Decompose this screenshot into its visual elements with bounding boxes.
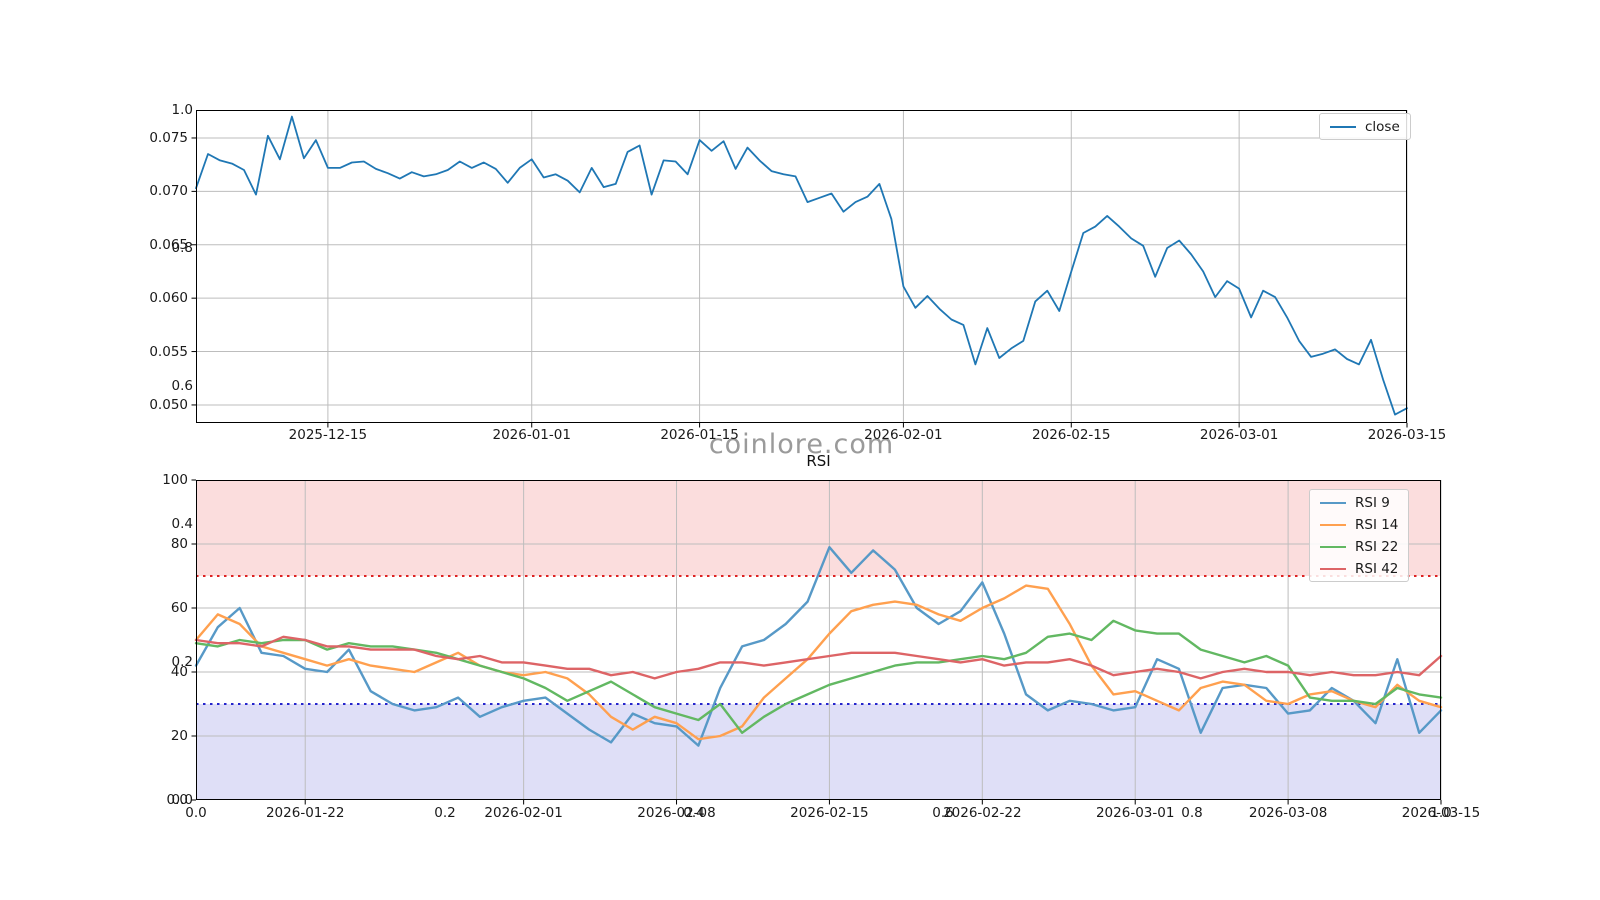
x-tick-label: 2026-02-22	[943, 805, 1022, 821]
overlay-x-tick-label: 0.6	[932, 805, 954, 821]
x-tick-label: 2025-12-15	[288, 427, 368, 443]
y-tick-label: 40	[170, 664, 188, 680]
y-tick-label: 100	[162, 472, 188, 488]
overlay-y-tick-label: 1.0	[171, 102, 193, 118]
rsi-chart-legend: RSI 9 RSI 14 RSI 22 RSI 42	[1309, 489, 1410, 582]
legend-entry-rsi-14: RSI 14	[1320, 516, 1399, 533]
overlay-y-tick-label: 0.2	[171, 654, 193, 670]
overlay-x-tick-label: 0.8	[1181, 805, 1203, 821]
y-tick-label: 0.070	[149, 183, 188, 200]
legend-line-swatch	[1330, 125, 1356, 128]
x-tick-label: 2026-03-15	[1367, 427, 1447, 443]
y-tick-label: 0.060	[149, 290, 188, 307]
y-tick-label: 0.0	[166, 792, 188, 808]
overlay-y-tick-label: 0.6	[171, 378, 193, 394]
y-tick-label: 60	[170, 600, 188, 616]
legend-line-swatch	[1320, 523, 1346, 526]
overlay-x-tick-label: 0.0	[185, 805, 207, 821]
x-tick-label: 2026-03-08	[1248, 805, 1328, 821]
y-tick-label: 0.075	[149, 129, 188, 146]
overlay-y-tick-label: 0.0	[171, 792, 193, 808]
legend-line-swatch	[1320, 567, 1346, 570]
legend-label: RSI 14	[1355, 516, 1399, 533]
x-tick-label: 2026-03-01	[1095, 805, 1175, 821]
legend-entry-rsi-42: RSI 42	[1320, 560, 1399, 577]
rsi-chart-canvas	[191, 479, 1443, 805]
y-tick-label: 0.055	[149, 343, 188, 360]
legend-entry-rsi-9: RSI 9	[1320, 494, 1398, 511]
x-tick-label: 2026-03-01	[1199, 427, 1279, 443]
legend-label: close	[1365, 118, 1400, 135]
x-tick-label: 2026-03-15	[1401, 805, 1481, 821]
y-tick-label: 80	[170, 536, 188, 552]
price-chart-legend: close	[1319, 113, 1411, 140]
y-tick-label: 0.065	[149, 236, 188, 253]
watermark: coinlore.com	[708, 429, 895, 460]
overlay-x-tick-label: 1.0	[1430, 805, 1452, 821]
price-chart-canvas	[191, 110, 1408, 428]
x-tick-label: 2026-01-01	[492, 427, 571, 443]
x-tick-label: 2026-02-08	[637, 805, 716, 821]
legend-line-swatch	[1320, 501, 1346, 504]
legend-label: RSI 22	[1355, 538, 1399, 555]
overlay-y-tick-label: 0.8	[171, 240, 193, 256]
legend-label: RSI 9	[1355, 494, 1390, 511]
legend-label: RSI 42	[1355, 560, 1399, 577]
x-tick-label: 2026-02-15	[1032, 427, 1111, 443]
x-tick-label: 2026-02-15	[790, 805, 869, 821]
legend-entry-close: close	[1330, 118, 1400, 135]
legend-entry-rsi-22: RSI 22	[1320, 538, 1399, 555]
overlay-y-tick-label: 0.4	[171, 516, 193, 532]
y-tick-label: 20	[170, 728, 188, 744]
rsi-chart-title: RSI	[806, 452, 831, 470]
overlay-x-tick-label: 0.4	[683, 805, 705, 821]
y-tick-label: 0.050	[149, 396, 188, 413]
x-tick-label: 2026-01-22	[265, 805, 345, 821]
overlay-x-tick-label: 0.2	[434, 805, 456, 821]
x-tick-label: 2026-02-01	[864, 427, 943, 443]
x-tick-label: 2026-01-15	[660, 427, 739, 443]
legend-line-swatch	[1320, 545, 1346, 548]
x-tick-label: 2026-02-01	[484, 805, 563, 821]
